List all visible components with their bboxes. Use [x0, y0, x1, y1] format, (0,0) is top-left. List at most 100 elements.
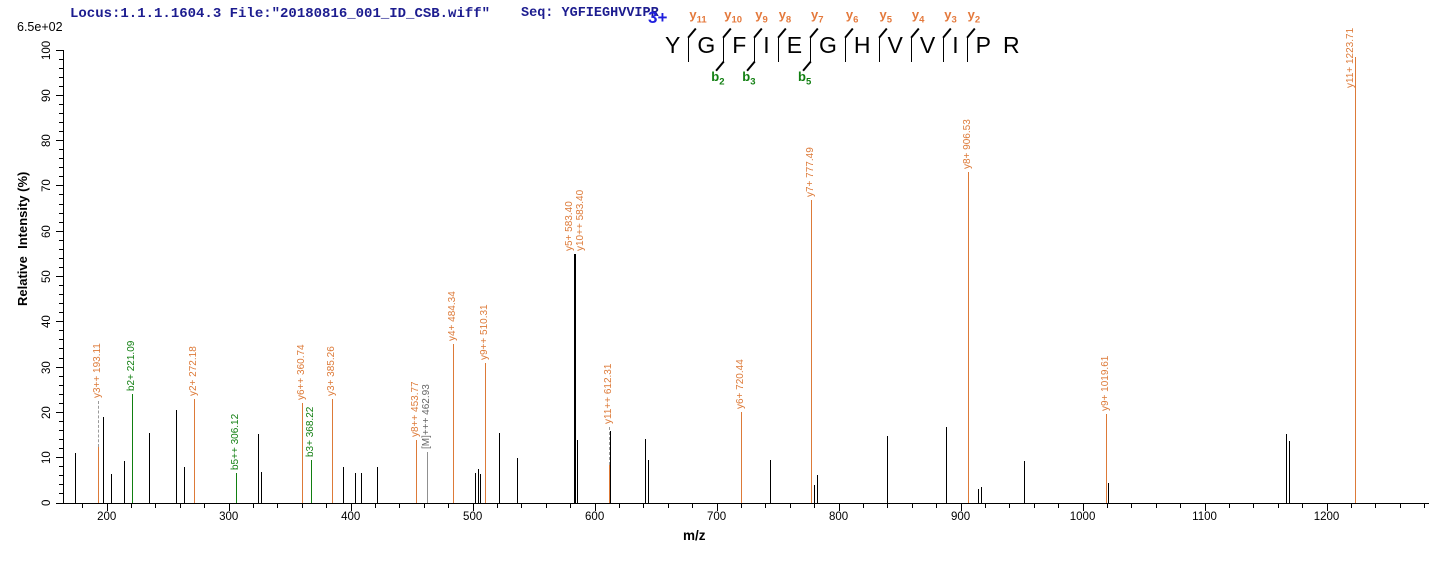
x-axis-tick — [1326, 504, 1328, 511]
x-axis-tick — [1033, 504, 1035, 508]
peak — [498, 433, 500, 503]
peak — [609, 464, 611, 503]
y-axis-tick-label: 10 — [41, 451, 53, 465]
x-axis-tick — [814, 504, 816, 508]
x-axis-tick — [179, 504, 181, 508]
x-axis-tick-label: 500 — [463, 511, 483, 523]
y-axis-tick — [56, 276, 63, 277]
fragment-divider — [688, 37, 690, 62]
peak — [123, 460, 125, 503]
y-axis-tick-label: 80 — [41, 134, 53, 147]
peak — [517, 457, 519, 503]
x-axis-tick — [204, 504, 206, 508]
peak — [978, 489, 979, 503]
x-axis-tick — [1424, 504, 1426, 508]
y-ion-label: y7 — [811, 7, 824, 26]
x-axis-tick — [741, 504, 742, 508]
x-axis-tick — [82, 504, 84, 508]
x-axis-tick — [594, 504, 596, 511]
x-axis-tick — [1106, 504, 1108, 508]
peak — [770, 459, 772, 503]
y-axis-tick — [59, 402, 63, 404]
peak-label: y3++ 193.11 — [91, 343, 103, 399]
peak — [111, 473, 113, 503]
peak — [475, 473, 477, 503]
y-axis-tick-label: 100 — [41, 40, 53, 60]
peak-label: [M]+++ 462.93 — [420, 384, 432, 449]
fragment-divider — [754, 37, 756, 62]
y-axis-tick — [59, 393, 63, 395]
y-axis-tick — [59, 194, 63, 196]
x-axis-tick — [545, 504, 547, 508]
x-axis-tick — [423, 504, 425, 508]
peak — [648, 459, 650, 503]
peak-label: y5+ 583.40 — [563, 201, 575, 251]
peak-label: b5++ 306.12 — [229, 413, 241, 471]
peak-label: y6+ 720.44 — [735, 359, 747, 410]
peak — [176, 410, 178, 503]
x-axis-tick — [984, 504, 986, 508]
x-axis-tick — [1155, 504, 1157, 508]
y-axis-tick — [59, 330, 63, 332]
y-axis-tick — [59, 203, 63, 205]
y-axis-tick — [59, 430, 63, 432]
y-axis-tick — [56, 411, 63, 413]
x-axis-tick — [1204, 504, 1206, 511]
y-axis-tick — [59, 221, 63, 223]
y-ion-label: y4 — [911, 7, 925, 26]
sequence-residue: I — [952, 32, 959, 58]
x-axis-tick — [667, 504, 669, 508]
sequence-residue: H — [853, 32, 871, 58]
peak — [97, 446, 99, 503]
y-axis-title: Relative Intensity (%) — [15, 171, 30, 306]
fragment-divider — [723, 37, 725, 62]
y-axis-tick — [59, 384, 63, 386]
peak — [183, 466, 185, 503]
y-axis-tick-label: 90 — [41, 88, 53, 102]
y-axis-tick — [59, 266, 63, 268]
peak — [415, 439, 417, 503]
peak — [810, 199, 812, 503]
y-axis-tick-label: 60 — [41, 224, 53, 238]
sequence-residue: G — [819, 32, 837, 58]
fragment-divider — [910, 37, 912, 62]
peak — [376, 467, 378, 503]
x-axis-tick — [1375, 504, 1377, 508]
peak-label: y9+ 1019.61 — [1099, 355, 1111, 412]
x-axis-tick — [1180, 504, 1182, 508]
y-axis-tick — [59, 167, 63, 169]
y-axis-tick — [59, 439, 63, 441]
b-ion-label: b2 — [711, 69, 725, 88]
peak — [645, 438, 647, 503]
y-axis-tick — [59, 303, 63, 305]
x-axis-tick — [1277, 504, 1279, 508]
peak — [1105, 414, 1107, 503]
x-axis-tick — [1350, 504, 1352, 508]
y-axis-tick — [59, 484, 63, 486]
x-axis-tick — [1228, 504, 1230, 508]
y-ion-label: y8 — [778, 7, 792, 26]
peak — [332, 398, 334, 503]
peak — [342, 466, 344, 503]
x-axis-tick — [253, 504, 255, 508]
peak — [1288, 441, 1290, 503]
fragment-gap: y3 — [938, 6, 957, 90]
peak-label: y8+ 906.53 — [962, 119, 974, 170]
x-axis-tick-label: 1200 — [1313, 511, 1340, 523]
y-axis-tick — [59, 294, 63, 296]
y-axis-tick — [59, 248, 63, 250]
y-axis-tick — [59, 357, 63, 359]
x-axis-tick-label: 300 — [219, 511, 239, 523]
x-axis-tick — [1131, 504, 1133, 508]
peak — [102, 416, 104, 503]
y-axis-tick — [59, 58, 63, 60]
x-axis-tick — [643, 504, 645, 508]
fragment-gap: y5 — [874, 6, 892, 90]
fragment-gap: y2 — [962, 6, 980, 90]
y-ion-label: y11 — [689, 7, 707, 26]
x-axis-tick — [326, 504, 328, 508]
peak — [477, 468, 479, 503]
x-axis-tick-label: 900 — [950, 511, 971, 523]
peak — [1108, 483, 1110, 503]
